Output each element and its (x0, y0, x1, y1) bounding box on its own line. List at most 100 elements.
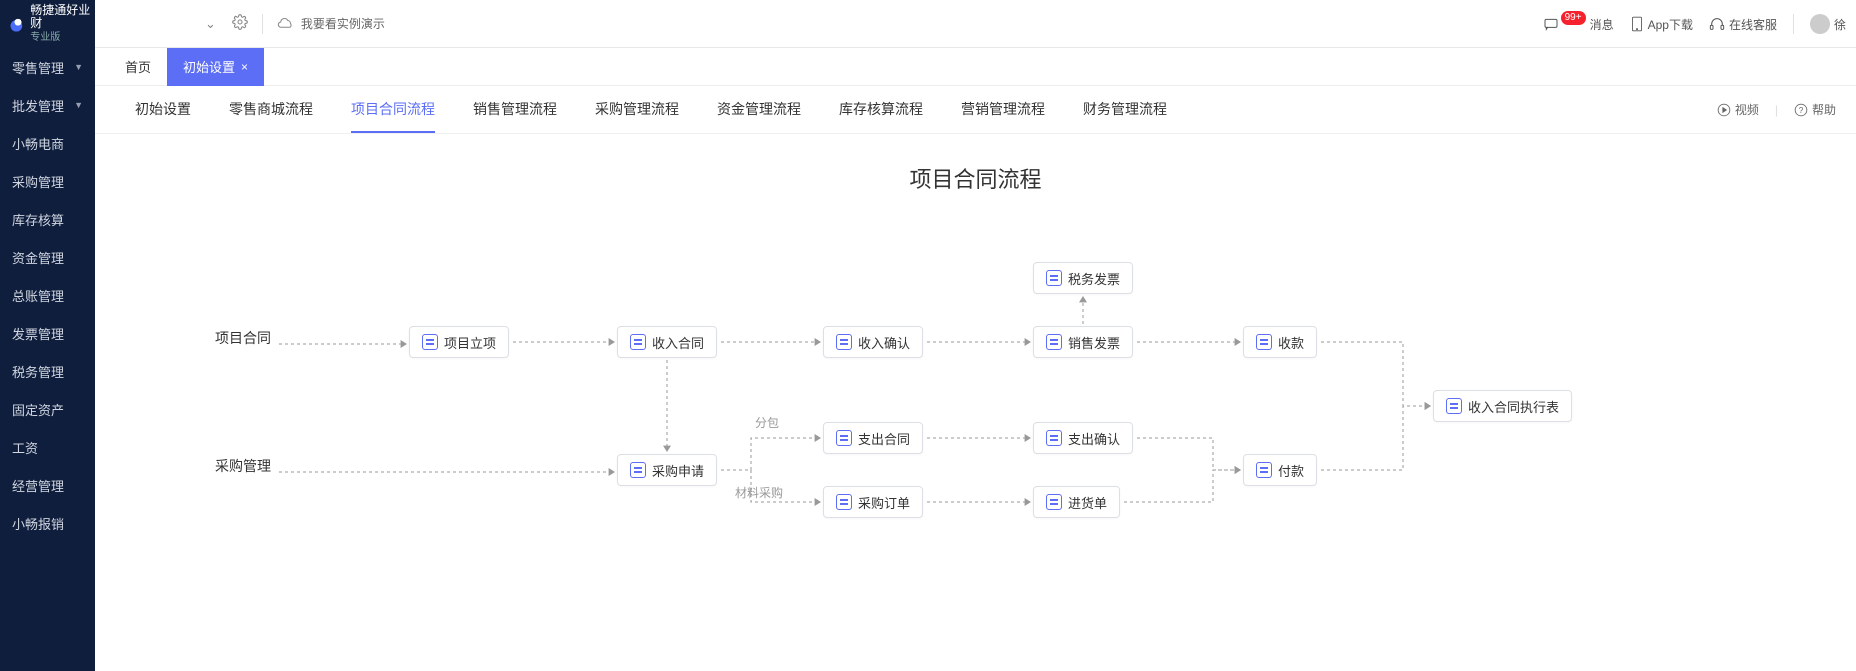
document-icon (836, 334, 852, 350)
flow-node-expend_contract[interactable]: 支出合同 (823, 422, 923, 454)
subnav-item[interactable]: 零售商城流程 (229, 87, 313, 133)
sidebar-item[interactable]: 工资 (0, 428, 95, 466)
play-icon (1717, 103, 1731, 117)
help-label: 帮助 (1812, 101, 1836, 118)
help-link[interactable]: ? 帮助 (1794, 101, 1836, 118)
subnav-item[interactable]: 初始设置 (135, 87, 191, 133)
node-label: 支出确认 (1068, 429, 1120, 448)
user-name: 徐 (1834, 16, 1846, 33)
sidebar-item[interactable]: 小畅电商 (0, 124, 95, 162)
divider (1793, 14, 1794, 34)
document-icon (1256, 462, 1272, 478)
flow-area: 项目合同流程 项目合同采购管理项目立项收入合同收入确认销售发票收款税务发票收入合… (95, 134, 1856, 624)
document-icon (1046, 494, 1062, 510)
brand-logo-icon (10, 15, 26, 33)
brand: 畅捷通好业财 专业版 (0, 0, 95, 48)
phone-icon (1630, 16, 1644, 32)
document-icon (630, 334, 646, 350)
node-label: 进货单 (1068, 493, 1107, 512)
messages-button[interactable]: 99+ 消息 (1543, 16, 1614, 33)
sidebar-item[interactable]: 库存核算 (0, 200, 95, 238)
content: 初始设置零售商城流程项目合同流程销售管理流程采购管理流程资金管理流程库存核算流程… (95, 86, 1856, 671)
topbar-right: 99+ 消息 App下载 在线客服 徐 (1543, 0, 1846, 48)
sidebar-item-label: 库存核算 (12, 210, 64, 229)
sidebar-item[interactable]: 零售管理 ▼ (0, 48, 95, 86)
brand-name: 畅捷通好业财 (30, 3, 90, 30)
video-link[interactable]: 视频 (1717, 101, 1759, 118)
node-label: 收入确认 (858, 333, 910, 352)
svg-text:?: ? (1799, 105, 1804, 114)
node-label: 采购申请 (652, 461, 704, 480)
sidebar-item-label: 税务管理 (12, 362, 64, 381)
sidebar-item-label: 工资 (12, 438, 38, 457)
divider: | (1775, 103, 1778, 117)
flow-node-project_setup[interactable]: 项目立项 (409, 326, 509, 358)
online-service-button[interactable]: 在线客服 (1709, 16, 1777, 33)
subnav-item[interactable]: 营销管理流程 (961, 87, 1045, 133)
chevron-down-icon: ⌄ (205, 16, 216, 32)
document-icon (836, 430, 852, 446)
tab-home[interactable]: 首页 (109, 48, 167, 86)
sidebar-item[interactable]: 总账管理 (0, 276, 95, 314)
tab-label: 初始设置 (183, 57, 235, 76)
sidebar-item[interactable]: 固定资产 (0, 390, 95, 428)
flow-node-tax_invoice[interactable]: 税务发票 (1033, 262, 1133, 294)
sidebar-item[interactable]: 资金管理 (0, 238, 95, 276)
message-icon (1543, 16, 1559, 32)
sidebar-item[interactable]: 税务管理 (0, 352, 95, 390)
subnav-item[interactable]: 库存核算流程 (839, 87, 923, 133)
node-label: 采购订单 (858, 493, 910, 512)
topbar: 畅捷通好业财 专业版 ⌄ 我要看实例演示 99+ 消息 App下载 在线客服 (0, 0, 1856, 48)
node-label: 销售发票 (1068, 333, 1120, 352)
subnav-item[interactable]: 采购管理流程 (595, 87, 679, 133)
flow-node-income_exec[interactable]: 收入合同执行表 (1433, 390, 1572, 422)
aux-subcontract: 分包 (755, 414, 779, 431)
node-label: 支出合同 (858, 429, 910, 448)
flow-node-purchase_order[interactable]: 采购订单 (823, 486, 923, 518)
org-switcher[interactable]: ⌄ (125, 13, 248, 35)
sidebar-item-label: 零售管理 (12, 58, 64, 77)
close-icon[interactable]: × (241, 60, 248, 74)
org-name-placeholder (125, 13, 195, 35)
sidebar-item-label: 总账管理 (12, 286, 64, 305)
flow-node-expend_confirm[interactable]: 支出确认 (1033, 422, 1133, 454)
subnav-item[interactable]: 销售管理流程 (473, 87, 557, 133)
demo-link[interactable]: 我要看实例演示 (277, 15, 385, 32)
flow-node-purchase_req[interactable]: 采购申请 (617, 454, 717, 486)
gear-icon[interactable] (232, 14, 248, 33)
sidebar-item[interactable]: 采购管理 (0, 162, 95, 200)
flow-node-goods_in[interactable]: 进货单 (1033, 486, 1120, 518)
document-icon (1046, 334, 1062, 350)
document-icon (422, 334, 438, 350)
document-icon (1446, 398, 1462, 414)
user-menu[interactable]: 徐 (1810, 14, 1846, 34)
subnav-item[interactable]: 资金管理流程 (717, 87, 801, 133)
sidebar-item[interactable]: 经营管理 (0, 466, 95, 504)
node-label: 收入合同执行表 (1468, 397, 1559, 416)
tab-initial-settings[interactable]: 初始设置 × (167, 48, 264, 86)
document-icon (630, 462, 646, 478)
node-label: 收款 (1278, 333, 1304, 352)
sidebar-item-label: 小畅电商 (12, 134, 64, 153)
flow-node-income_confirm[interactable]: 收入确认 (823, 326, 923, 358)
document-icon (836, 494, 852, 510)
flow-node-payment[interactable]: 付款 (1243, 454, 1317, 486)
sidebar-item-label: 资金管理 (12, 248, 64, 267)
flow-canvas: 项目合同采购管理项目立项收入合同收入确认销售发票收款税务发票收入合同执行表采购申… (95, 204, 1856, 624)
flow-node-receipt[interactable]: 收款 (1243, 326, 1317, 358)
subnav: 初始设置零售商城流程项目合同流程销售管理流程采购管理流程资金管理流程库存核算流程… (95, 86, 1856, 134)
subnav-item[interactable]: 项目合同流程 (351, 87, 435, 133)
flow-edges (95, 204, 1856, 624)
sidebar-item[interactable]: 发票管理 (0, 314, 95, 352)
cloud-icon (277, 15, 295, 32)
sidebar-item[interactable]: 小畅报销 (0, 504, 95, 542)
document-icon (1046, 270, 1062, 286)
caret-down-icon: ▼ (74, 100, 83, 110)
sidebar-item[interactable]: 批发管理▼ (0, 86, 95, 124)
flow-node-income_contract[interactable]: 收入合同 (617, 326, 717, 358)
flow-node-sales_invoice[interactable]: 销售发票 (1033, 326, 1133, 358)
caret-down-icon: ▼ (74, 62, 83, 72)
subnav-item[interactable]: 财务管理流程 (1083, 87, 1167, 133)
divider (262, 14, 263, 34)
app-download-button[interactable]: App下载 (1630, 16, 1693, 33)
